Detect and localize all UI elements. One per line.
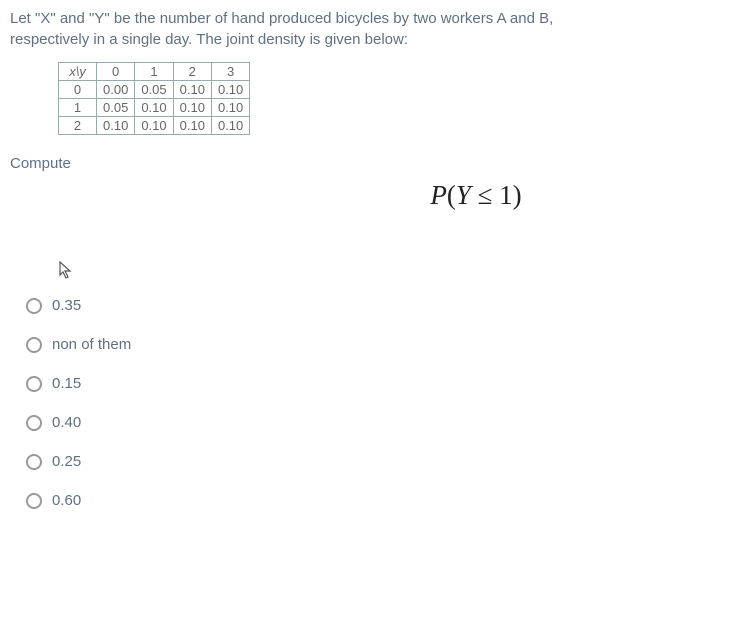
option-row[interactable]: 0.40 <box>26 414 742 431</box>
table-row-header: 2 <box>59 117 97 135</box>
option-row[interactable]: 0.15 <box>26 375 742 392</box>
problem-line-2: respectively in a single day. The joint … <box>10 31 408 48</box>
joint-density-table: x\y 0 1 2 3 0 0.00 0.05 0.10 0.10 1 0.05… <box>58 62 250 135</box>
option-label: 0.60 <box>52 492 81 509</box>
table-col-header: 1 <box>135 63 173 81</box>
table-cell: 0.05 <box>135 81 173 99</box>
radio-button[interactable] <box>26 376 42 392</box>
table-cell: 0.05 <box>97 99 135 117</box>
compute-label: Compute <box>10 155 742 172</box>
table-cell: 0.10 <box>211 99 249 117</box>
radio-button[interactable] <box>26 298 42 314</box>
table-col-header: 3 <box>211 63 249 81</box>
table-col-header: 2 <box>173 63 211 81</box>
option-row[interactable]: non of them <box>26 336 742 353</box>
joint-density-table-container: x\y 0 1 2 3 0 0.00 0.05 0.10 0.10 1 0.05… <box>58 62 742 135</box>
table-cell: 0.10 <box>211 117 249 135</box>
table-cell: 0.10 <box>97 117 135 135</box>
table-row: 2 0.10 0.10 0.10 0.10 <box>59 117 250 135</box>
table-cell: 0.10 <box>135 117 173 135</box>
table-row: 0 0.00 0.05 0.10 0.10 <box>59 81 250 99</box>
table-row: 1 0.05 0.10 0.10 0.10 <box>59 99 250 117</box>
radio-button[interactable] <box>26 454 42 470</box>
option-label: 0.40 <box>52 414 81 431</box>
table-cell: 0.10 <box>173 117 211 135</box>
table-row-header: 0 <box>59 81 97 99</box>
table-header-row: x\y 0 1 2 3 <box>59 63 250 81</box>
table-row-header: 1 <box>59 99 97 117</box>
radio-button[interactable] <box>26 415 42 431</box>
problem-line-1: Let "X" and "Y" be the number of hand pr… <box>10 10 553 27</box>
option-label: 0.15 <box>52 375 81 392</box>
radio-button[interactable] <box>26 493 42 509</box>
radio-button[interactable] <box>26 337 42 353</box>
answer-options: 0.35 non of them 0.15 0.40 0.25 0.60 <box>26 297 742 509</box>
option-label: non of them <box>52 336 131 353</box>
table-corner-cell: x\y <box>59 63 97 81</box>
table-cell: 0.00 <box>97 81 135 99</box>
cursor-icon <box>58 261 742 283</box>
option-label: 0.25 <box>52 453 81 470</box>
option-row[interactable]: 0.25 <box>26 453 742 470</box>
table-cell: 0.10 <box>211 81 249 99</box>
option-label: 0.35 <box>52 297 81 314</box>
table-cell: 0.10 <box>173 81 211 99</box>
table-col-header: 0 <box>97 63 135 81</box>
option-row[interactable]: 0.60 <box>26 492 742 509</box>
table-cell: 0.10 <box>135 99 173 117</box>
problem-statement: Let "X" and "Y" be the number of hand pr… <box>10 8 742 50</box>
formula-expression: P(Y ≤ 1) <box>210 180 742 211</box>
table-cell: 0.10 <box>173 99 211 117</box>
option-row[interactable]: 0.35 <box>26 297 742 314</box>
